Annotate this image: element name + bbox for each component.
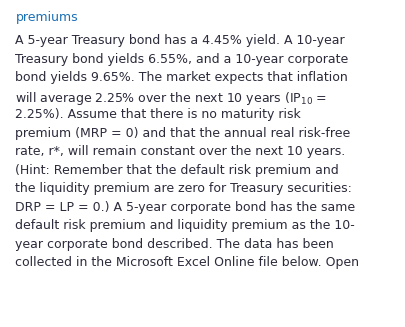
Text: collected in the Microsoft Excel Online file below. Open: collected in the Microsoft Excel Online … (15, 256, 359, 269)
Text: rate, r*, will remain constant over the next 10 years.: rate, r*, will remain constant over the … (15, 145, 345, 158)
Text: the liquidity premium are zero for Treasury securities:: the liquidity premium are zero for Treas… (15, 182, 352, 195)
Text: bond yields 9.65%. The market expects that inflation: bond yields 9.65%. The market expects th… (15, 71, 348, 84)
Text: premium (MRP = 0) and that the annual real risk-free: premium (MRP = 0) and that the annual re… (15, 127, 351, 140)
Text: year corporate bond described. The data has been: year corporate bond described. The data … (15, 238, 334, 251)
Text: (Hint: Remember that the default risk premium and: (Hint: Remember that the default risk pr… (15, 164, 339, 177)
Text: Treasury bond yields 6.55%, and a 10-year corporate: Treasury bond yields 6.55%, and a 10-yea… (15, 53, 349, 66)
Text: will average 2.25% over the next 10 years (IP$_{10}$ =: will average 2.25% over the next 10 year… (15, 90, 328, 107)
Text: DRP = LP = 0.) A 5-year corporate bond has the same: DRP = LP = 0.) A 5-year corporate bond h… (15, 201, 356, 214)
Text: 2.25%). Assume that there is no maturity risk: 2.25%). Assume that there is no maturity… (15, 108, 301, 121)
Text: A 5-year Treasury bond has a 4.45% yield. A 10-year: A 5-year Treasury bond has a 4.45% yield… (15, 34, 345, 47)
Text: default risk premium and liquidity premium as the 10-: default risk premium and liquidity premi… (15, 219, 355, 232)
Text: premiums: premiums (15, 11, 78, 25)
